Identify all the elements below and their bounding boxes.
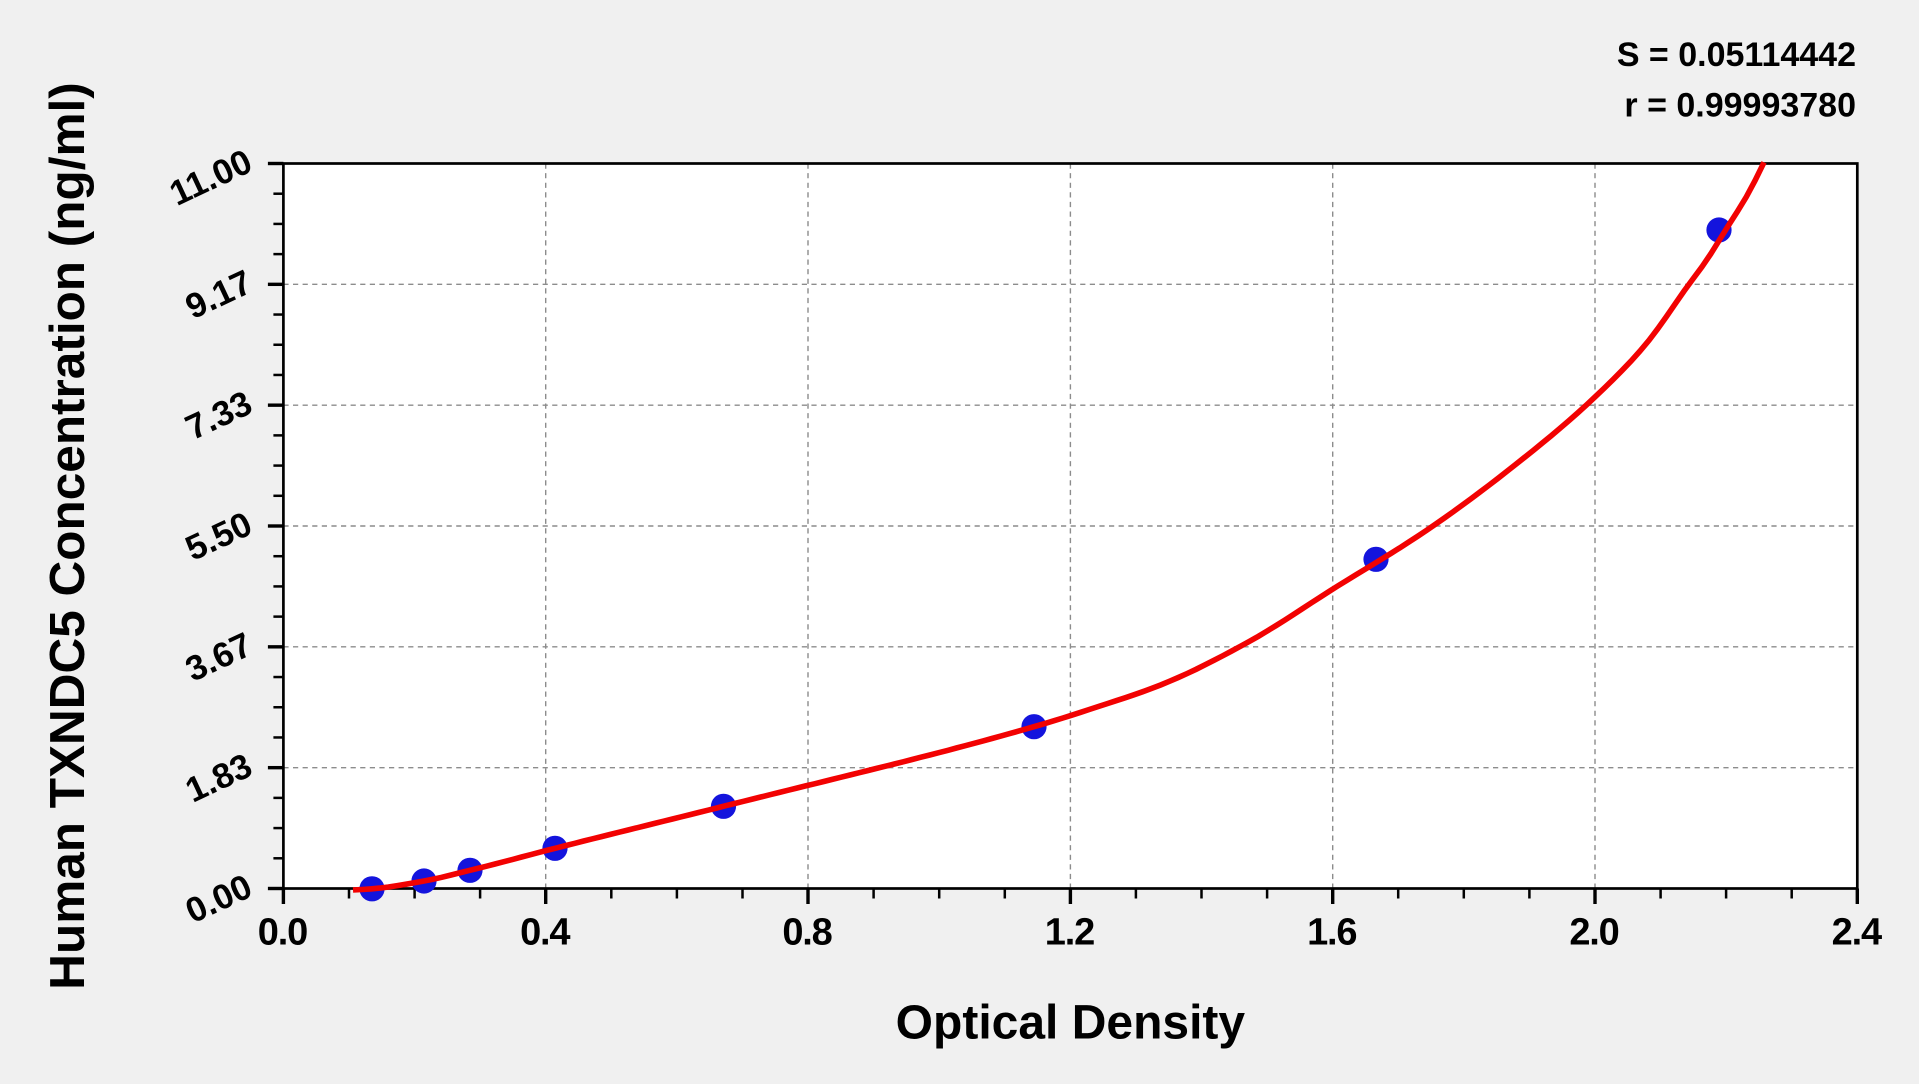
svg-text:Optical Density: Optical Density xyxy=(896,997,1246,1050)
svg-text:0.0: 0.0 xyxy=(258,912,307,954)
svg-text:r = 0.99993780: r = 0.99993780 xyxy=(1624,86,1856,124)
svg-text:2.4: 2.4 xyxy=(1832,912,1882,954)
svg-text:Human TXNDC5 Concentration (ng: Human TXNDC5 Concentration (ng/ml) xyxy=(40,82,95,990)
svg-text:S = 0.05114442: S = 0.05114442 xyxy=(1617,36,1856,74)
svg-text:0.8: 0.8 xyxy=(782,912,831,954)
svg-text:1.2: 1.2 xyxy=(1045,912,1094,954)
svg-text:2.0: 2.0 xyxy=(1569,912,1618,954)
svg-text:1.6: 1.6 xyxy=(1307,912,1356,954)
svg-text:0.4: 0.4 xyxy=(520,912,570,954)
